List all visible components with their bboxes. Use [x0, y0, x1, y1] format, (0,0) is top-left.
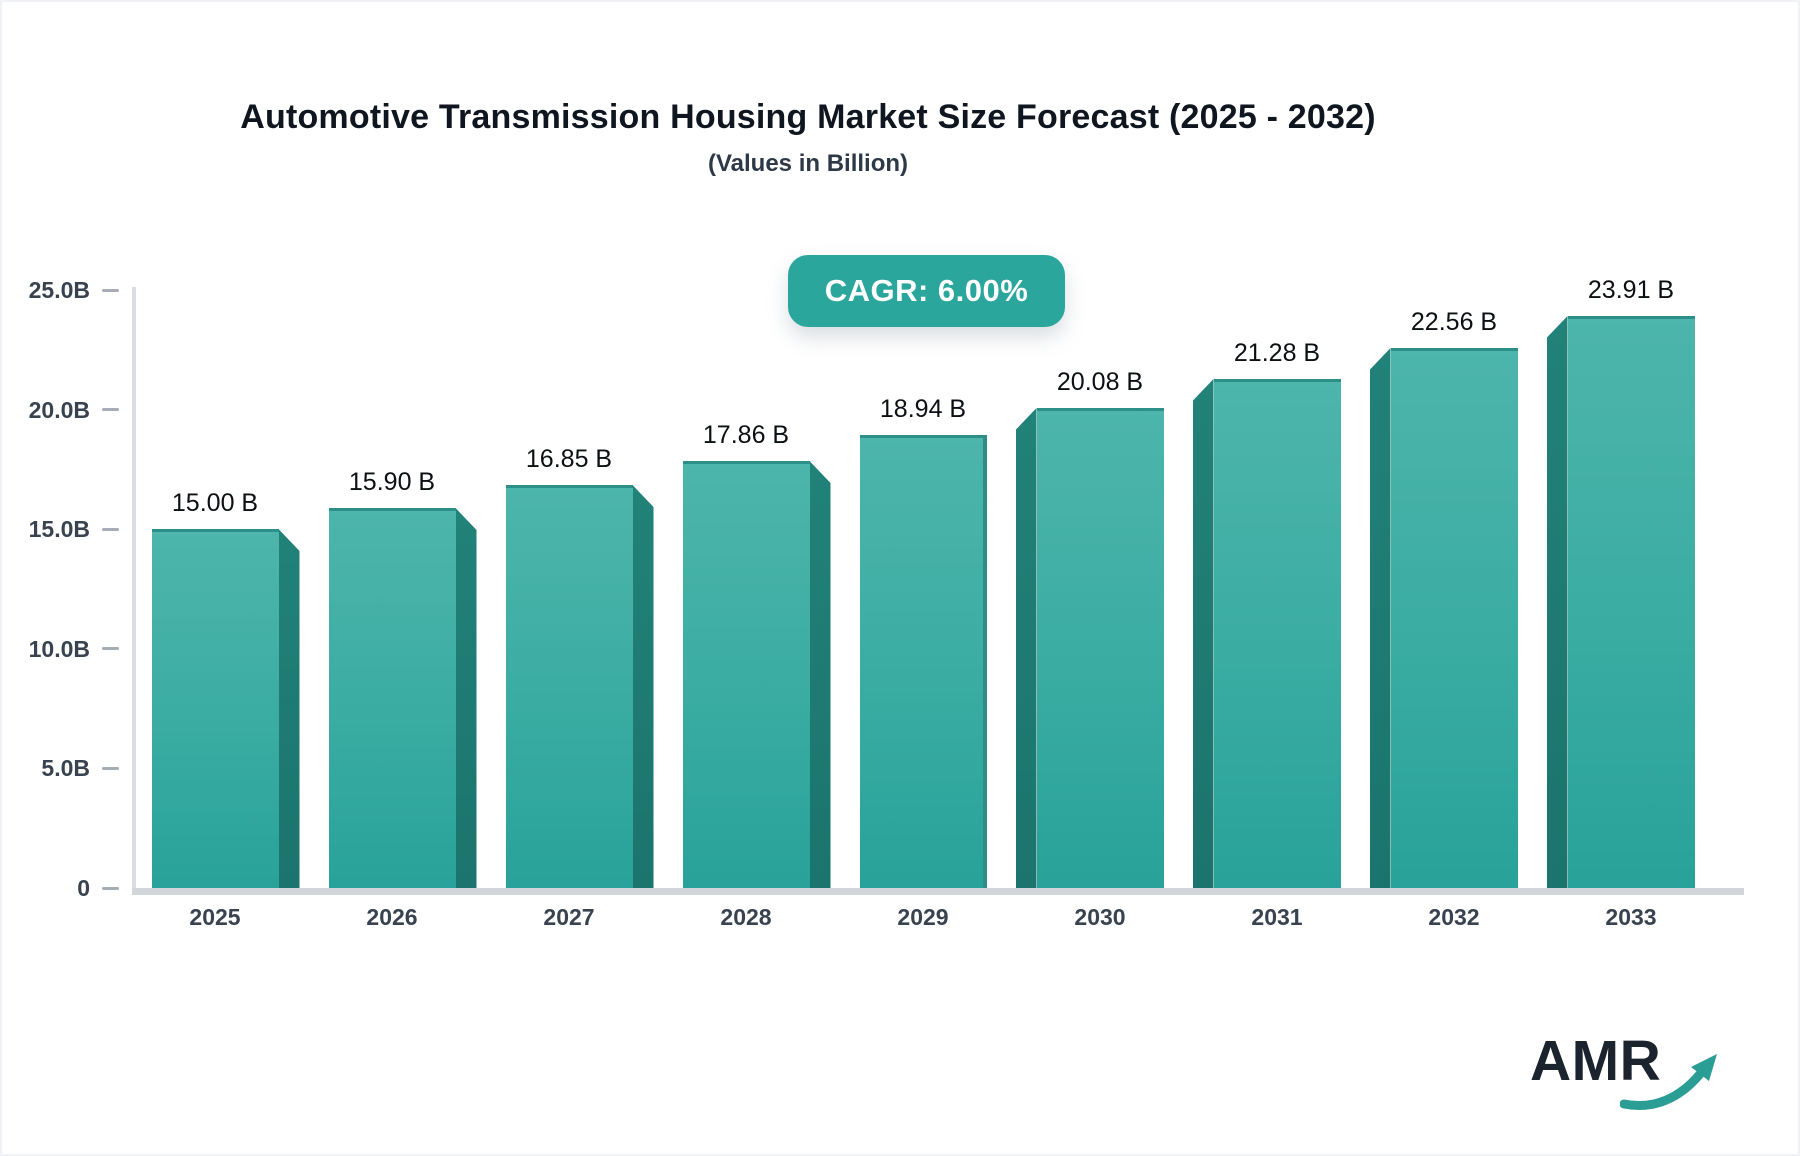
bar-side-face — [1369, 348, 1391, 888]
bar-side-face — [278, 529, 300, 888]
bar-side-face — [1015, 408, 1037, 888]
bar-side-face — [1192, 379, 1214, 888]
x-axis-label: 2028 — [720, 904, 772, 930]
x-axis-label: 2025 — [189, 904, 241, 930]
bar-side-face — [632, 485, 654, 888]
bar-value-label: 17.86 B — [702, 421, 790, 449]
bar-2026 — [328, 508, 456, 888]
x-axis-label: 2029 — [897, 904, 949, 930]
chart-title: Automotive Transmission Housing Market S… — [240, 98, 1376, 136]
bar-2027 — [505, 485, 633, 888]
amr-logo: AMR — [1530, 1029, 1780, 1128]
bar-value-label: 15.90 B — [348, 468, 436, 496]
y-axis-label: 15.0B — [28, 516, 90, 543]
bar-side-face — [809, 461, 831, 888]
bar-value-label: 16.85 B — [525, 445, 613, 473]
bar-2030 — [1036, 408, 1164, 888]
bar-value-label: 18.94 B — [879, 395, 967, 423]
chart-subtitle: (Values in Billion) — [707, 150, 909, 177]
x-axis-label: 2026 — [366, 904, 418, 930]
y-axis-label: 20.0B — [28, 396, 90, 423]
x-axis-line — [132, 888, 1744, 895]
bar-value-label: 15.00 B — [171, 489, 259, 517]
bar-value-label: 20.08 B — [1056, 368, 1144, 396]
x-axis-label: 2032 — [1428, 904, 1480, 930]
bar-2031 — [1213, 379, 1341, 888]
x-axis-label: 2031 — [1251, 904, 1303, 930]
y-tick-mark — [102, 288, 119, 292]
y-tick-mark — [102, 408, 119, 412]
bar-side-face — [1546, 316, 1568, 888]
bar-2025 — [151, 529, 279, 888]
cagr-badge: CAGR: 6.00% — [788, 255, 1065, 327]
y-axis-label: 10.0B — [28, 635, 90, 662]
bar-value-label: 21.28 B — [1233, 339, 1321, 367]
bar-value-label: 22.56 B — [1410, 308, 1498, 336]
bar-side-face — [455, 508, 477, 888]
amr-logo-text: AMR — [1530, 1029, 1662, 1093]
bar-2029 — [859, 435, 987, 888]
x-axis-label: 2027 — [543, 904, 595, 930]
y-axis-label: 0 — [77, 875, 90, 901]
y-axis-line — [132, 287, 136, 895]
bar-2033 — [1567, 316, 1695, 888]
growth-arrow-icon — [1620, 1054, 1717, 1110]
bar-2032 — [1390, 348, 1518, 888]
y-tick-mark — [102, 647, 119, 651]
y-tick-mark — [102, 766, 119, 770]
x-axis-label: 2033 — [1605, 904, 1657, 930]
bar-2028 — [682, 461, 810, 888]
x-axis-label: 2030 — [1074, 904, 1126, 930]
y-axis-label: 25.0B — [28, 277, 90, 303]
y-axis-label: 5.0B — [41, 755, 90, 782]
y-tick-mark — [102, 527, 119, 531]
y-tick-mark — [102, 886, 119, 890]
cagr-badge-label: CAGR: 6.00% — [824, 273, 1029, 308]
bar-value-label: 23.91 B — [1587, 276, 1675, 304]
